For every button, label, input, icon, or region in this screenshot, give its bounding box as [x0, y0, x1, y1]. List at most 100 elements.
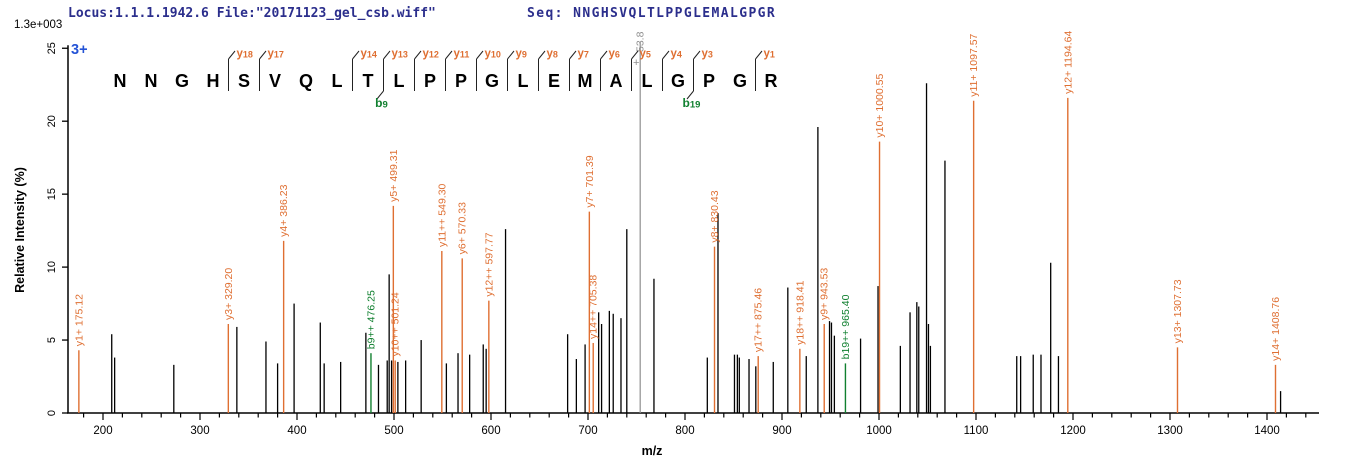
x-tick-label: 1100 [964, 425, 989, 437]
residue: E [548, 71, 560, 91]
fragment-tick-flick [445, 50, 453, 60]
peak-label: y5+ 499.31 [388, 149, 400, 201]
residue: N [145, 71, 158, 91]
fragment-tick-flick [376, 90, 384, 100]
peak-label: y17++ 875.46 [753, 288, 765, 352]
y-ion-label: y4 [671, 48, 682, 60]
peak-label: y14+ 1408.76 [1270, 297, 1282, 361]
x-tick-label: 1200 [1060, 425, 1086, 437]
precursor-label: 53.8 [635, 31, 647, 52]
fragment-tick-flick [414, 50, 422, 60]
peak-label: y7+ 701.39 [584, 155, 596, 207]
residue: V [269, 71, 281, 91]
residue: T [363, 71, 374, 91]
residue: P [455, 71, 467, 91]
peak-label: y10++ 501.24 [390, 292, 402, 356]
peak-label: y10+ 1000.55 [874, 74, 886, 138]
y-ion-label: y5 [640, 48, 651, 60]
peak-label: y8+ 830.43 [709, 190, 721, 242]
residue: M [578, 71, 593, 91]
residue: H [207, 71, 220, 91]
y-ion-label: y8 [547, 48, 558, 60]
x-axis-title: m/z [642, 444, 663, 458]
peak-label: y12++ 597.77 [483, 232, 495, 296]
residue: G [671, 71, 685, 91]
y-ion-label: y10 [485, 48, 501, 60]
peak-label: y12+ 1194.64 [1062, 31, 1074, 94]
x-tick-label: 900 [772, 425, 791, 437]
x-tick-label: 800 [675, 425, 694, 437]
fragment-tick-flick [693, 50, 701, 60]
fragment-tick-flick [259, 50, 267, 60]
x-tick-label: 700 [578, 425, 597, 437]
y-ion-label: y13 [392, 48, 408, 60]
y-ion-label: y3 [702, 48, 713, 60]
sequence-header: Seq: NNGHSVQLTLPPGLEMALGPGR [527, 6, 777, 21]
residue: N [114, 71, 127, 91]
peak-label: y3+ 329.20 [223, 268, 235, 320]
y-tick-label: 0 [46, 410, 58, 416]
fragment-tick-flick [228, 50, 236, 60]
peak-label: b19++ 965.40 [840, 294, 852, 359]
residue: G [485, 71, 499, 91]
residue: Q [299, 71, 313, 91]
fragment-tick-flick [569, 50, 577, 60]
y-ion-label: y6 [609, 48, 620, 60]
y-tick-label: 15 [46, 188, 58, 200]
peak-label: y4+ 386.23 [278, 184, 290, 236]
y-ion-label: y7 [578, 48, 589, 60]
residue: L [642, 71, 653, 91]
residue: R [765, 71, 778, 91]
locus-file-header: Locus:1.1.1.1942.6 File:"20171123_gel_cs… [68, 6, 436, 21]
y-tick-label: 20 [46, 115, 58, 127]
residue: A [610, 71, 623, 91]
y-ion-label: y9 [516, 48, 527, 60]
base-peak-intensity: 1.3e+003 [14, 19, 63, 31]
fragment-tick-flick [383, 50, 391, 60]
fragment-tick-flick [352, 50, 360, 60]
residue: S [238, 71, 250, 91]
peak-label: b9++ 476.25 [365, 290, 377, 349]
y-tick-label: 25 [46, 42, 58, 54]
y-tick-label: 5 [46, 337, 58, 343]
peak-label: y9+ 943.53 [819, 268, 831, 320]
fragment-tick-flick [600, 50, 608, 60]
residue: L [332, 71, 343, 91]
y-ion-label: y18 [237, 48, 253, 60]
fragment-tick-flick [686, 90, 694, 100]
residue: L [518, 71, 529, 91]
residue: G [733, 71, 747, 91]
b-ion-label: b19 [683, 96, 701, 111]
x-tick-label: 300 [190, 425, 209, 437]
x-tick-label: 200 [93, 425, 112, 437]
residue: L [394, 71, 405, 91]
peak-label: y14++ 705.38 [588, 275, 600, 339]
y-ion-label: y17 [268, 48, 284, 60]
peak-label: y6+ 570.33 [457, 202, 469, 254]
fragment-tick-flick [476, 50, 484, 60]
residue: P [424, 71, 436, 91]
y-tick-label: 10 [46, 261, 58, 273]
peak-label: y1+ 175.12 [73, 294, 85, 346]
fragment-tick-flick [538, 50, 546, 60]
peak-label: y13+ 1307.73 [1172, 279, 1184, 343]
b-ion-label: b9 [375, 96, 388, 111]
x-tick-label: 500 [384, 425, 403, 437]
fragment-tick-flick [507, 50, 515, 60]
x-tick-label: 1400 [1254, 425, 1280, 437]
peak-label: y18++ 918.41 [794, 280, 806, 344]
y-axis-title: Relative Intensity (%) [13, 167, 27, 293]
fragment-tick-flick [755, 50, 763, 60]
peak-label: y11+ 1097.57 [968, 33, 980, 96]
precursor-charge-state: 3+ [71, 42, 88, 58]
residue: P [703, 71, 715, 91]
fragment-tick-flick [662, 50, 670, 60]
precursor-plus: + [633, 57, 639, 69]
residue: G [175, 71, 189, 91]
fragment-tick-flick [631, 50, 639, 60]
y-ion-label: y12 [423, 48, 439, 60]
x-tick-label: 1000 [866, 425, 892, 437]
y-ion-label: y14 [361, 48, 377, 60]
